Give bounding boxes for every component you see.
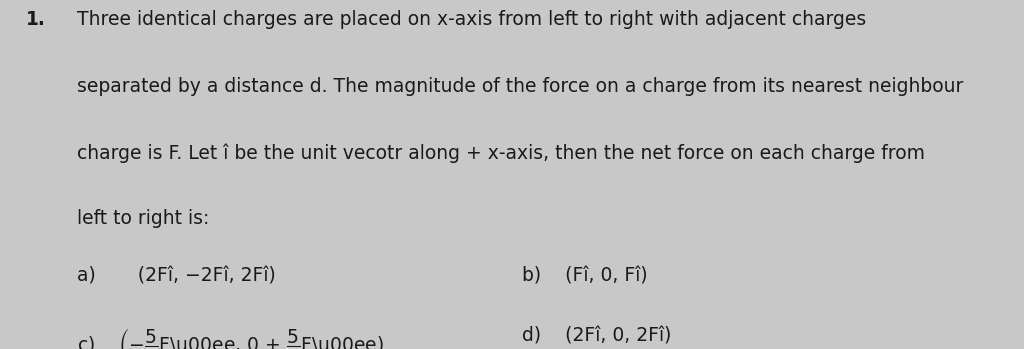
Text: b)    (Fî, 0, Fî): b) (Fî, 0, Fî) [522,267,648,286]
Text: charge is F. Let î be the unit vecotr along + x-axis, then the net force on each: charge is F. Let î be the unit vecotr al… [77,143,925,163]
Text: separated by a distance d. The magnitude of the force on a charge from its neare: separated by a distance d. The magnitude… [77,77,964,96]
Text: left to right is:: left to right is: [77,209,209,228]
Text: c)    $\left(-\dfrac{5}{4}\right.$F\u00ee, 0 + $\dfrac{5}{4}$F\u00ee$\left.\righ: c) $\left(-\dfrac{5}{4}\right.$F\u00ee, … [77,326,384,349]
Text: d)    (2Fî, 0, 2Fî): d) (2Fî, 0, 2Fî) [522,326,672,345]
Text: Three identical charges are placed on x-axis from left to right with adjacent ch: Three identical charges are placed on x-… [77,10,866,29]
Text: 1.: 1. [26,10,45,29]
Text: a)       (2Fî, −2Fî, 2Fî): a) (2Fî, −2Fî, 2Fî) [77,267,275,286]
